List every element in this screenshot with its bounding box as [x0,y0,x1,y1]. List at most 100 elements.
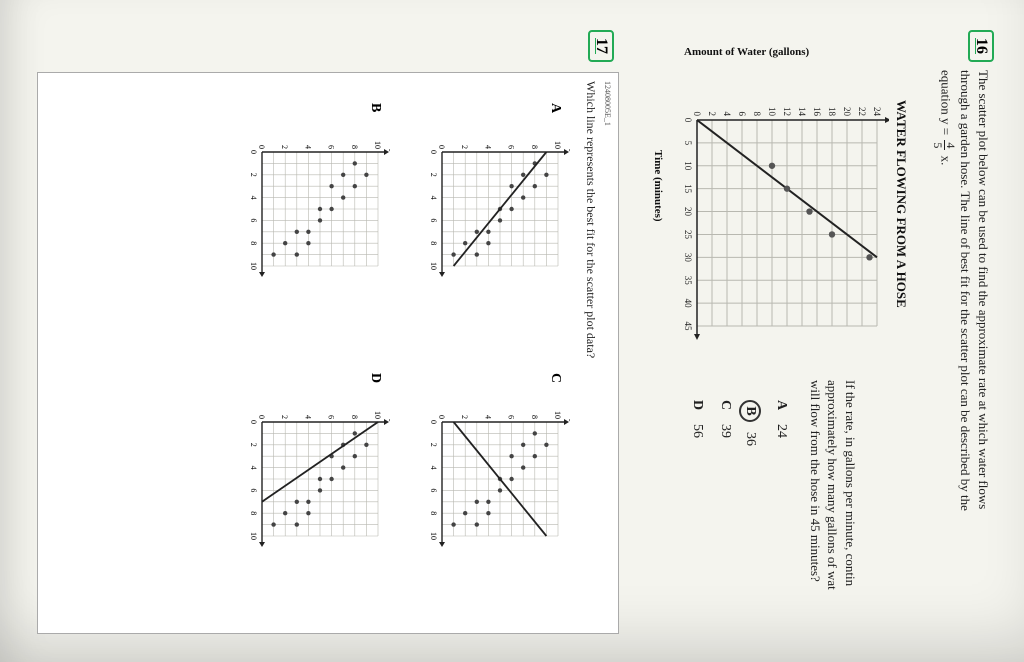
svg-text:2: 2 [280,415,289,419]
panel-b-letter: B [367,103,383,112]
panel-a-letter: A [547,103,563,113]
q16-follow-l3: will flow from the hose in 45 minutes? [808,380,823,582]
svg-text:10: 10 [683,161,693,171]
chart-xlabel: Time (minutes) [652,150,664,222]
svg-text:8: 8 [429,511,438,515]
q16-line3-suffix: x. [938,156,953,166]
frac-den: 5 [932,140,944,150]
panel-d-letter: D [367,373,383,383]
q16-line3-prefix: equation y = [938,70,953,138]
q16-number: 16 [968,30,994,62]
mini-chart-b: yx02468100246810 [240,128,390,278]
q17-prompt: Which line represents the best fit for t… [583,81,598,358]
q16-fraction: 4 5 [932,140,957,150]
q16-followup: If the rate, in gallons per minute, cont… [806,380,859,640]
svg-text:6: 6 [249,218,258,222]
svg-text:4: 4 [249,466,258,470]
mini-chart-c: yx02468100246810 [420,398,570,548]
option-A[interactable]: A24 [773,400,789,438]
q16-follow-l2: approximately how many gallons of wat [825,380,840,590]
option-B[interactable]: B36 [739,400,761,446]
svg-text:4: 4 [483,145,492,149]
worksheet-page: 16 The scatter plot below can be used to… [0,0,1024,662]
svg-text:16: 16 [812,107,822,117]
svg-text:20: 20 [683,207,693,217]
q16-line1: The scatter plot below can be used to fi… [976,70,991,509]
svg-text:10: 10 [429,532,438,540]
svg-text:10: 10 [553,411,562,419]
svg-text:35: 35 [683,276,693,286]
svg-text:6: 6 [507,415,516,419]
chart-ylabel: Amount of Water (gallons) [684,46,809,58]
svg-text:2: 2 [707,112,717,117]
svg-text:6: 6 [327,145,336,149]
svg-text:6: 6 [429,488,438,492]
svg-text:2: 2 [249,443,258,447]
svg-text:0: 0 [429,150,438,154]
svg-text:0: 0 [437,145,446,149]
svg-text:4: 4 [722,112,732,117]
mini-chart-a: yx02468100246810 [420,128,570,278]
svg-text:4: 4 [303,415,312,419]
chart-title: WATER FLOWING FROM A HOSE [893,100,909,308]
svg-text:6: 6 [249,488,258,492]
svg-text:24: 24 [872,107,882,117]
frac-num: 4 [944,140,957,150]
q17-number: 17 [588,30,614,62]
svg-text:15: 15 [683,184,693,194]
svg-text:8: 8 [249,511,258,515]
svg-text:10: 10 [249,262,258,270]
svg-text:2: 2 [429,443,438,447]
svg-text:y: y [569,149,570,154]
svg-text:8: 8 [530,145,539,149]
svg-text:8: 8 [350,415,359,419]
svg-text:0: 0 [692,112,702,117]
svg-text:0: 0 [249,150,258,154]
svg-text:0: 0 [249,420,258,424]
svg-text:25: 25 [683,230,693,240]
svg-text:y: y [389,419,390,424]
svg-text:4: 4 [249,196,258,200]
svg-text:6: 6 [507,145,516,149]
svg-text:10: 10 [553,141,562,149]
option-C[interactable]: C39 [717,400,733,438]
svg-text:4: 4 [429,196,438,200]
svg-text:4: 4 [303,145,312,149]
svg-text:y: y [569,419,570,424]
svg-text:14: 14 [797,107,807,117]
svg-text:20: 20 [842,107,852,117]
panel-c-letter: C [547,373,563,383]
svg-text:5: 5 [683,141,693,146]
svg-text:10: 10 [249,532,258,540]
svg-text:40: 40 [683,299,693,309]
q17-box: 12408005E_1 Which line represents the be… [37,72,619,634]
svg-text:4: 4 [429,466,438,470]
svg-text:0: 0 [257,145,266,149]
svg-text:0: 0 [257,415,266,419]
svg-text:45: 45 [683,322,693,332]
q16-text: The scatter plot below can be used to fi… [932,70,992,630]
svg-text:2: 2 [249,173,258,177]
mini-chart-d: yx02468100246810 [240,398,390,548]
svg-text:10: 10 [373,141,382,149]
option-D[interactable]: D56 [689,400,705,438]
q16-follow-l1: If the rate, in gallons per minute, cont… [843,380,858,586]
svg-text:8: 8 [429,241,438,245]
svg-text:y: y [389,149,390,154]
svg-text:30: 30 [683,253,693,262]
svg-text:8: 8 [530,415,539,419]
svg-text:22: 22 [857,107,867,116]
svg-text:12: 12 [782,107,792,116]
svg-text:2: 2 [460,145,469,149]
svg-text:6: 6 [429,218,438,222]
svg-text:2: 2 [460,415,469,419]
q17-idcode: 12408005E_1 [603,81,612,126]
svg-text:10: 10 [429,262,438,270]
svg-text:18: 18 [827,107,837,117]
svg-text:8: 8 [249,241,258,245]
svg-text:8: 8 [350,145,359,149]
q16-line2: through a garden hose. The line of best … [958,70,973,511]
svg-text:0: 0 [429,420,438,424]
svg-text:0: 0 [683,118,693,123]
svg-text:4: 4 [483,415,492,419]
